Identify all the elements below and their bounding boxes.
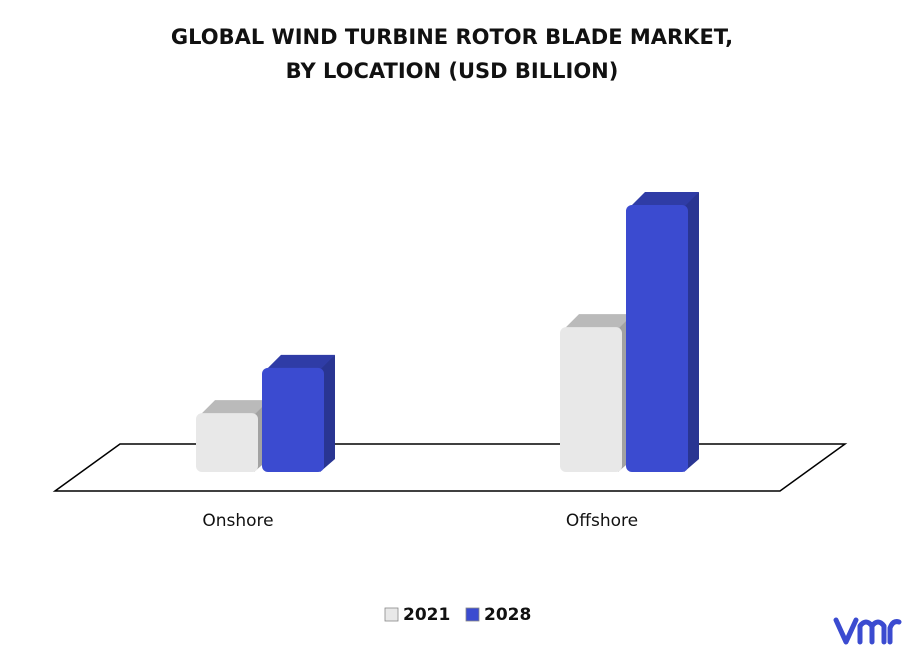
legend-label: 2028 <box>484 605 531 625</box>
legend-label: 2021 <box>403 605 450 625</box>
legend-swatch <box>384 607 399 622</box>
chart-title: BY LOCATION (USD BILLION) <box>286 59 619 83</box>
bar-top <box>564 314 633 330</box>
logo <box>833 617 902 645</box>
bar <box>262 367 324 472</box>
bar <box>626 205 688 472</box>
bar-top <box>630 192 699 207</box>
x-tick-label: Onshore <box>202 511 273 531</box>
bar-top <box>266 354 335 370</box>
bar <box>196 413 258 472</box>
bar-top <box>200 400 269 416</box>
floor <box>52 443 848 492</box>
bar <box>560 327 622 472</box>
legend-swatch <box>465 607 480 622</box>
x-tick-label: Offshore <box>566 511 638 531</box>
chart-title: GLOBAL WIND TURBINE ROTOR BLADE MARKET, <box>171 25 733 49</box>
